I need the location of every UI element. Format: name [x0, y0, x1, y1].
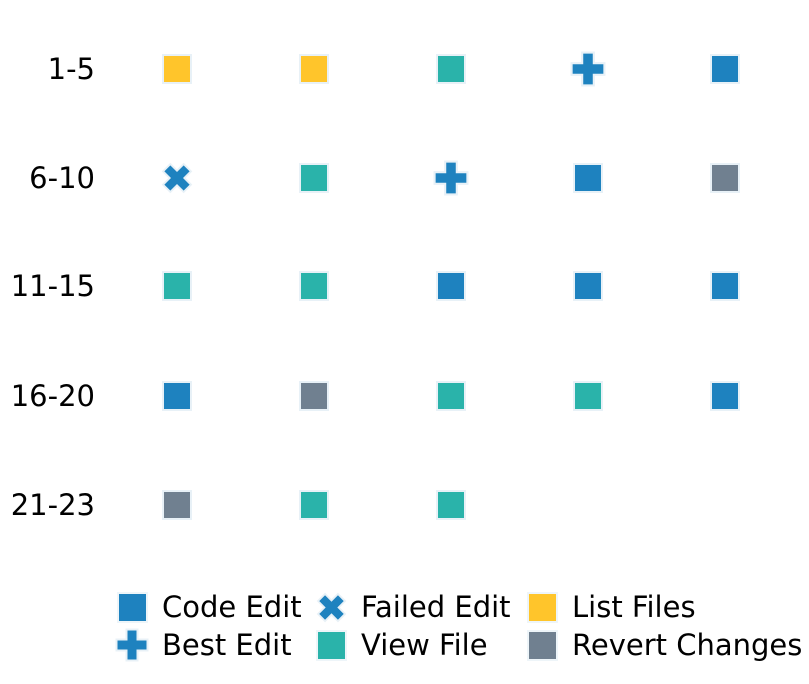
marker-list-files [525, 590, 559, 624]
marker-best-edit [570, 51, 606, 87]
legend: Code Edit Failed Edit List Files Best Edit V… [0, 570, 809, 684]
revert-changes-swatch [526, 629, 558, 661]
marker-revert-changes [299, 381, 329, 411]
marker-failed-edit [161, 162, 193, 194]
legend-item-revert-changes: Revert Changes [525, 625, 802, 665]
marker-code-edit [162, 381, 192, 411]
legend-label-revert-changes: Revert Changes [572, 627, 803, 662]
view-file-swatch [315, 629, 347, 661]
marker-code-edit [710, 54, 740, 84]
legend-item-list-files: List Files [525, 587, 696, 627]
marker-view-file [162, 271, 192, 301]
marker-view-file [573, 381, 603, 411]
legend-item-view-file: View File [314, 625, 488, 665]
marker-code-edit [710, 381, 740, 411]
marker-view-file [436, 54, 466, 84]
marker-view-file [436, 490, 466, 520]
plot-area: 1-5 6-10 11-15 16-20 21-23 [10, 51, 740, 522]
marker-code-edit [115, 590, 149, 624]
legend-item-best-edit: Best Edit [115, 625, 292, 665]
legend-item-code-edit: Code Edit [115, 587, 302, 627]
marker-view-file [436, 381, 466, 411]
list-files-swatch [526, 591, 558, 623]
marker-code-edit [573, 271, 603, 301]
marker-code-edit [436, 271, 466, 301]
y-tick-label-1-5: 1-5 [47, 52, 95, 86]
marker-view-file [314, 628, 348, 662]
marker-list-files [299, 54, 329, 84]
marker-list-files [162, 54, 192, 84]
y-tick-label-11-15: 11-15 [10, 269, 95, 303]
legend-label-code-edit: Code Edit [162, 589, 302, 624]
code-edit-swatch [116, 591, 148, 623]
marker-view-file [299, 271, 329, 301]
marker-view-file [299, 163, 329, 193]
legend-item-failed-edit: Failed Edit [314, 587, 511, 627]
marker-revert-changes [525, 628, 559, 662]
marker-revert-changes [710, 163, 740, 193]
legend-label-list-files: List Files [572, 589, 696, 624]
legend-label-best-edit: Best Edit [162, 627, 292, 662]
legend-label-failed-edit: Failed Edit [361, 589, 511, 624]
legend-label-view-file: View File [361, 627, 488, 662]
marker-best-edit [115, 628, 149, 662]
y-tick-label-21-23: 21-23 [10, 488, 95, 522]
y-tick-label-6-10: 6-10 [29, 161, 95, 195]
marker-code-edit [710, 271, 740, 301]
marker-failed-edit [314, 590, 348, 624]
marker-code-edit [573, 163, 603, 193]
marker-best-edit [433, 160, 469, 196]
marker-view-file [299, 490, 329, 520]
y-tick-label-16-20: 16-20 [10, 379, 95, 413]
marker-revert-changes [162, 490, 192, 520]
